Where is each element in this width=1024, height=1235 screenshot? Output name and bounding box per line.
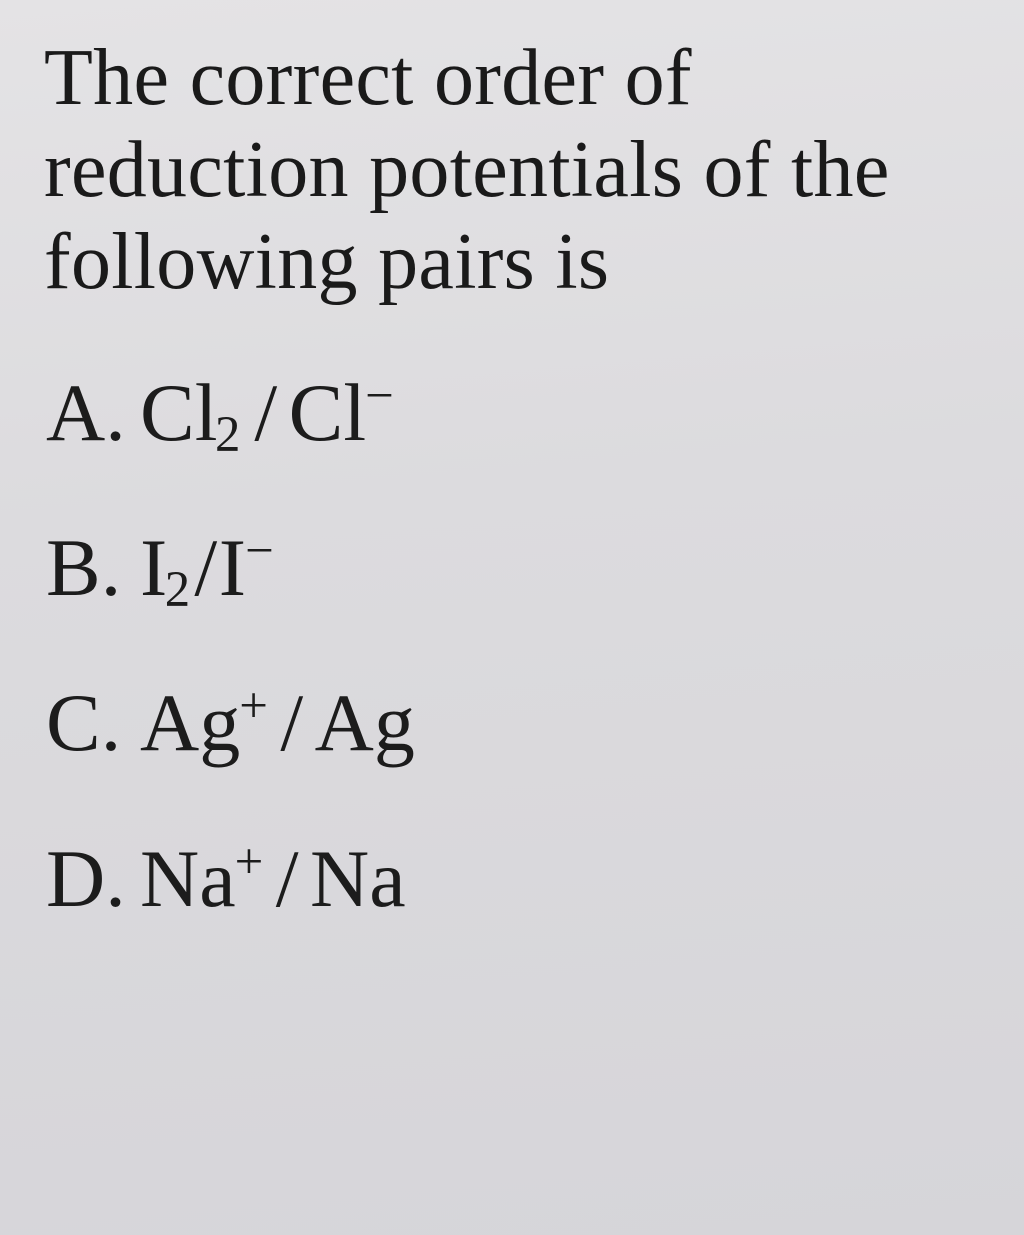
separator: / [193,521,219,615]
option-c: C.Ag+/Ag [46,676,988,773]
species2-base: Ag [315,677,415,768]
species2-sup: − [365,367,394,423]
question-page: The correct order of reduction potential… [0,0,1024,949]
options-list: A.Cl2/Cl− B.I2/I− C.Ag+/Ag D.Na+/Na [44,366,988,929]
option-d: D.Na+/Na [46,832,988,929]
species1-base: Cl [140,367,217,458]
option-label: D. [46,832,140,926]
species1-sub: 2 [165,561,190,617]
species1-base: I [140,522,167,613]
question-text: The correct order of reduction potential… [44,32,988,308]
species1-sup: + [235,833,264,889]
species2-sup: − [245,522,274,578]
species1-base: Ag [140,677,240,768]
option-a: A.Cl2/Cl− [46,366,988,463]
species1-base: Na [140,833,236,924]
species1-sub: 2 [215,406,240,462]
option-label: B. [46,521,140,615]
separator: / [264,832,310,926]
option-b: B.I2/I− [46,521,988,618]
species2-base: Cl [289,367,366,458]
option-label: C. [46,676,140,770]
species2-base: I [219,522,246,613]
separator: / [269,676,315,770]
separator: / [243,366,289,460]
species2-base: Na [310,833,406,924]
option-label: A. [46,366,140,460]
species1-sup: + [239,677,268,733]
